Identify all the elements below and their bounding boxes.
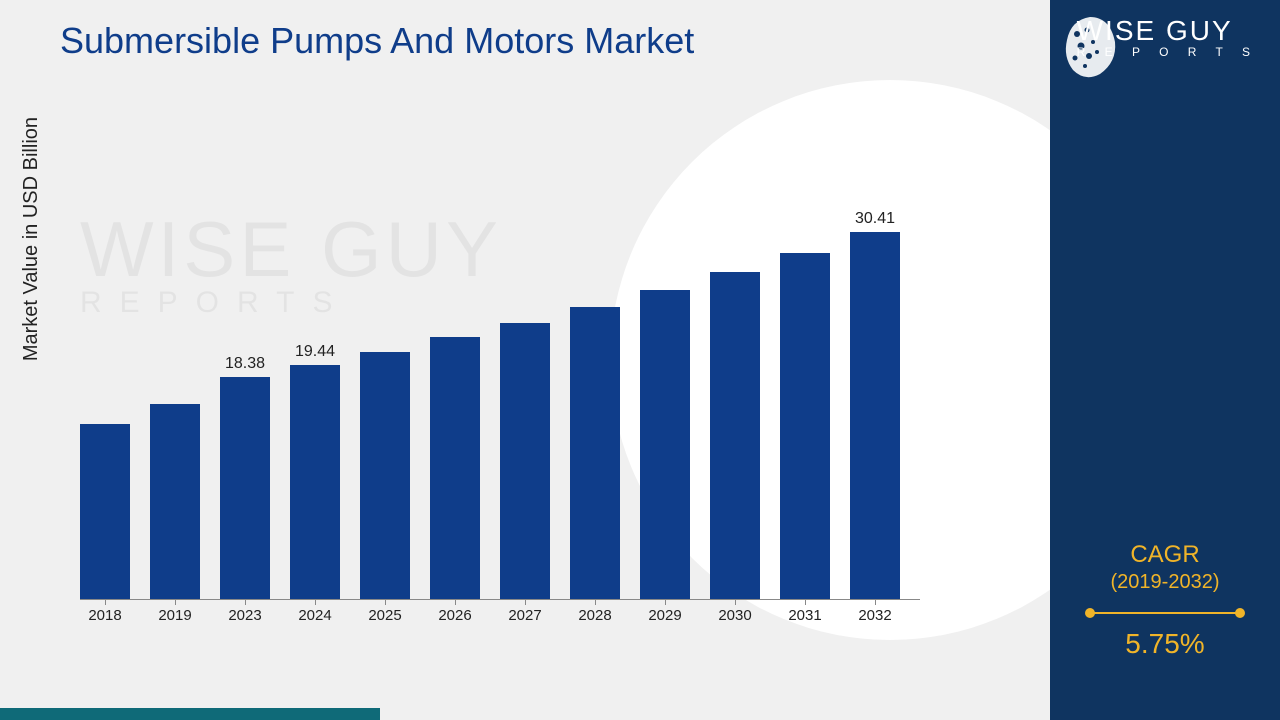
x-tick [385, 599, 386, 605]
bar-wrap: 2029 [640, 189, 690, 599]
bar [360, 352, 410, 599]
x-tick-label: 2030 [710, 607, 760, 624]
bar [80, 424, 130, 599]
x-tick [315, 599, 316, 605]
x-tick [175, 599, 176, 605]
y-axis-label: Market Value in USD Billion [20, 117, 43, 361]
bar [220, 377, 270, 599]
x-tick-label: 2028 [570, 607, 620, 624]
x-tick-label: 2019 [150, 607, 200, 624]
x-tick-label: 2018 [80, 607, 130, 624]
bar-value-label: 30.41 [850, 210, 900, 228]
page: WISE GUY REPORTS WISE GUY R E P O R T S … [0, 0, 1280, 720]
bar-wrap: 2030 [710, 189, 760, 599]
x-tick-label: 2029 [640, 607, 690, 624]
bar [640, 290, 690, 599]
x-tick-label: 2023 [220, 607, 270, 624]
x-tick [105, 599, 106, 605]
bar [780, 253, 830, 599]
bar [430, 337, 480, 599]
bar-wrap: 2019 [150, 189, 200, 599]
x-tick [665, 599, 666, 605]
logo-line2: R E P O R T S [1077, 47, 1258, 58]
footer-accent [0, 708, 380, 720]
plot-area: 2018 2019 18.382023 19.442024 2025 2026 2027 20… [80, 190, 920, 600]
bar-chart: Market Value in USD Billion 2018201918.3… [60, 190, 920, 630]
bar [290, 365, 340, 599]
bar-wrap: 2018 [80, 189, 130, 599]
x-tick-label: 2024 [290, 607, 340, 624]
bar [500, 323, 550, 599]
x-tick [525, 599, 526, 605]
x-tick [875, 599, 876, 605]
bar-wrap: 2027 [500, 189, 550, 599]
logo-line1: WISE GUY [1077, 15, 1233, 46]
cagr-block: CAGR (2019-2032) 5.75% [1050, 541, 1280, 660]
cagr-label: CAGR [1050, 541, 1280, 569]
bar-value-label: 19.44 [290, 343, 340, 361]
x-tick [595, 599, 596, 605]
bar-value-label: 18.38 [220, 355, 270, 373]
bar-wrap: 19.442024 [290, 189, 340, 599]
cagr-divider [1090, 612, 1240, 614]
bar-wrap: 30.412032 [850, 189, 900, 599]
bar [570, 307, 620, 599]
bar-wrap: 18.382023 [220, 189, 270, 599]
x-tick [455, 599, 456, 605]
bar [150, 404, 200, 599]
x-tick-label: 2027 [500, 607, 550, 624]
brand-logo: WISE GUY R E P O R T S [1077, 18, 1258, 58]
x-tick-label: 2032 [850, 607, 900, 624]
bar [710, 272, 760, 599]
x-tick-label: 2026 [430, 607, 480, 624]
x-tick-label: 2031 [780, 607, 830, 624]
bar-wrap: 2028 [570, 189, 620, 599]
x-tick [245, 599, 246, 605]
x-tick [735, 599, 736, 605]
bar-wrap: 2026 [430, 189, 480, 599]
x-tick [805, 599, 806, 605]
bar-wrap: 2031 [780, 189, 830, 599]
bar [850, 232, 900, 599]
cagr-value: 5.75% [1050, 628, 1280, 660]
cagr-period: (2019-2032) [1050, 571, 1280, 594]
bar-wrap: 2025 [360, 189, 410, 599]
chart-title: Submersible Pumps And Motors Market [60, 20, 694, 62]
x-tick-label: 2025 [360, 607, 410, 624]
